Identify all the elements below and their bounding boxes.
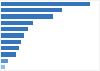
Bar bbox=[1, 14, 53, 19]
Bar bbox=[1, 52, 15, 57]
Bar bbox=[1, 8, 62, 12]
Bar bbox=[1, 59, 8, 63]
Bar bbox=[1, 21, 33, 25]
Bar bbox=[1, 40, 21, 44]
Bar bbox=[1, 65, 5, 69]
Bar bbox=[1, 46, 19, 50]
Bar bbox=[1, 33, 24, 38]
Bar bbox=[1, 27, 28, 31]
Bar bbox=[1, 2, 90, 6]
